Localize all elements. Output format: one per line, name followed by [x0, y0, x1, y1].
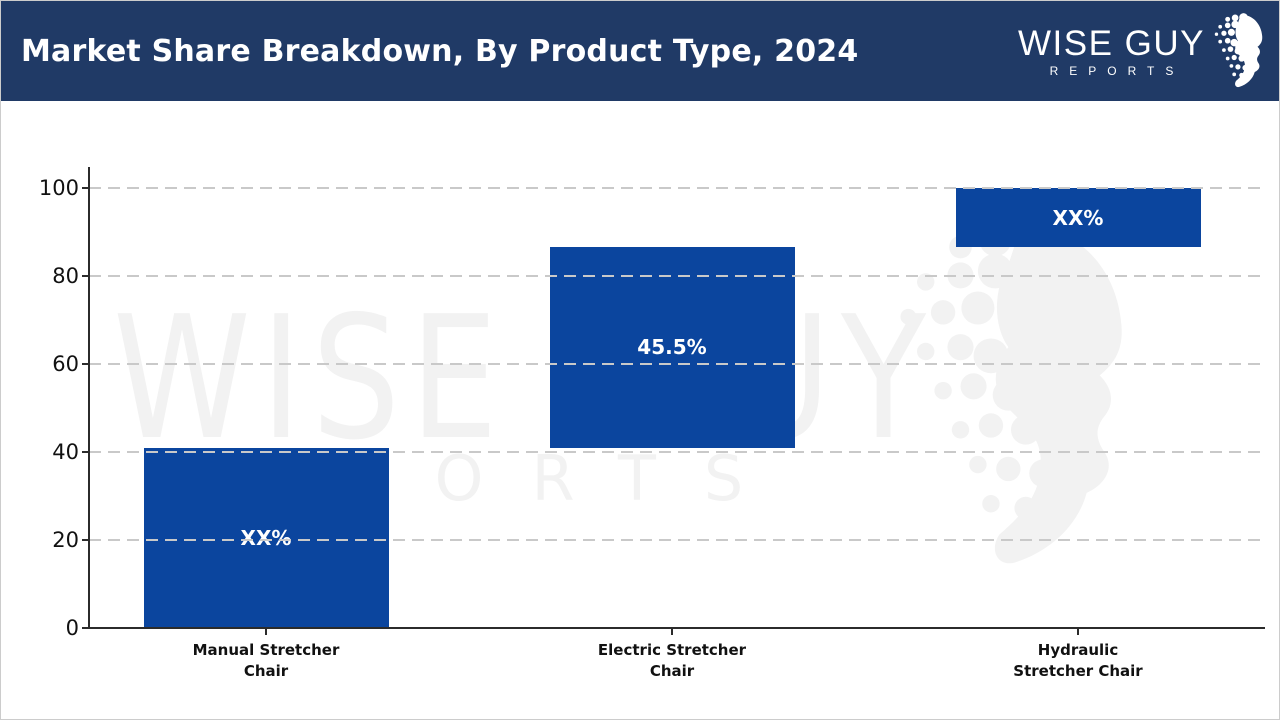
y-axis-tick-label: 100 [38, 176, 79, 200]
y-axis-line [88, 167, 90, 629]
bar-value-label: XX% [1052, 205, 1104, 230]
bar-value-label: 45.5% [637, 335, 707, 360]
bar-electric-stretcher-chair[interactable]: 45.5% [549, 247, 795, 448]
brand-logo-text: WISE GUY REPORTS [1018, 26, 1205, 77]
page-title: Market Share Breakdown, By Product Type,… [21, 33, 859, 69]
header-bar: Market Share Breakdown, By Product Type,… [1, 1, 1279, 101]
y-axis-tickmark [82, 363, 89, 365]
x-axis-tickmark [265, 628, 267, 635]
category-label-3: Hydraulic Stretcher Chair [918, 640, 1238, 682]
x-axis-line [88, 627, 1265, 629]
y-axis-tickmark [82, 539, 89, 541]
brand-subtitle: REPORTS [1049, 63, 1185, 78]
brand-logo: WISE GUY REPORTS [1018, 12, 1265, 90]
y-axis-tick-label: 60 [52, 352, 79, 376]
bar-hydraulic-stretcher-chair[interactable]: XX% [955, 188, 1201, 248]
category-label-line: Chair [649, 662, 695, 680]
y-axis-tick-label: 80 [52, 264, 79, 288]
gridline-80 [89, 275, 1265, 277]
chart-plot-area: XX% 45.5% XX% 0 20 40 60 80 100 Manual Stretcher C… [1, 101, 1279, 719]
y-axis-tick-label: 40 [52, 440, 79, 464]
y-axis-tick-label: 20 [52, 528, 79, 552]
category-label-line: Electric Stretcher [597, 641, 747, 659]
category-label-line: Hydraulic [1037, 641, 1119, 659]
y-axis-tickmark [82, 627, 89, 629]
category-label-line: Chair [243, 662, 289, 680]
gridline-40 [89, 451, 1265, 453]
bar-value-label: XX% [240, 525, 292, 550]
bar-manual-stretcher-chair[interactable]: XX% [143, 447, 389, 628]
gridline-20 [89, 539, 1265, 541]
y-axis-tickmark [82, 275, 89, 277]
gridline-60 [89, 363, 1265, 365]
category-label-1: Manual Stretcher Chair [106, 640, 426, 682]
category-label-line: Stretcher Chair [1013, 662, 1143, 680]
brand-head-icon [1214, 13, 1263, 88]
y-axis-tickmark [82, 187, 89, 189]
x-axis-tickmark [1077, 628, 1079, 635]
category-label-line: Manual Stretcher [192, 641, 340, 659]
x-axis-tickmark [671, 628, 673, 635]
y-axis-tickmark [82, 451, 89, 453]
category-label-2: Electric Stretcher Chair [512, 640, 832, 682]
brand-name: WISE GUY [1017, 23, 1205, 63]
gridline-100 [89, 187, 1265, 189]
y-axis-tick-label: 0 [65, 616, 79, 640]
